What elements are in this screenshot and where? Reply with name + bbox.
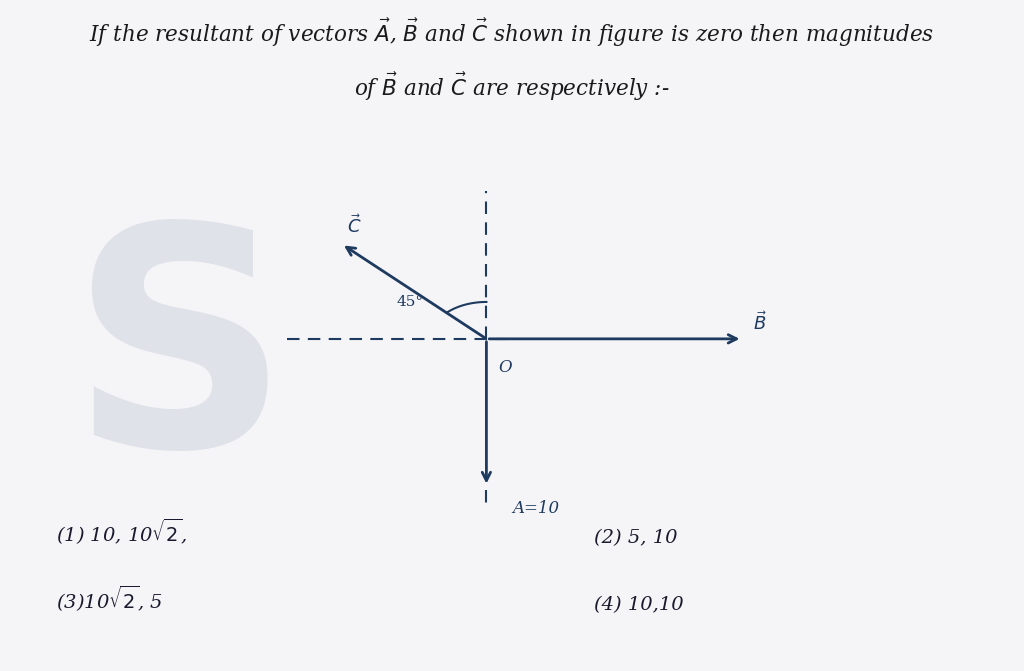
Text: O: O xyxy=(499,359,512,376)
Text: S: S xyxy=(70,214,289,511)
Text: 45°: 45° xyxy=(396,295,423,309)
Text: of $\vec{B}$ and $\vec{C}$ are respectively :-: of $\vec{B}$ and $\vec{C}$ are respectiv… xyxy=(354,70,670,103)
Text: (2) 5, 10: (2) 5, 10 xyxy=(594,529,678,547)
Text: If the resultant of vectors $\vec{A}$, $\vec{B}$ and $\vec{C}$ shown in figure i: If the resultant of vectors $\vec{A}$, $… xyxy=(89,17,935,49)
Text: (4) 10,10: (4) 10,10 xyxy=(594,596,684,614)
Text: A=10: A=10 xyxy=(512,500,559,517)
Text: (3)10$\sqrt{2}$, 5: (3)10$\sqrt{2}$, 5 xyxy=(56,584,163,614)
Text: (1) 10, 10$\sqrt{2}$,: (1) 10, 10$\sqrt{2}$, xyxy=(56,517,187,547)
Text: $\vec{B}$: $\vec{B}$ xyxy=(753,311,767,333)
Text: $\vec{C}$: $\vec{C}$ xyxy=(347,215,361,238)
